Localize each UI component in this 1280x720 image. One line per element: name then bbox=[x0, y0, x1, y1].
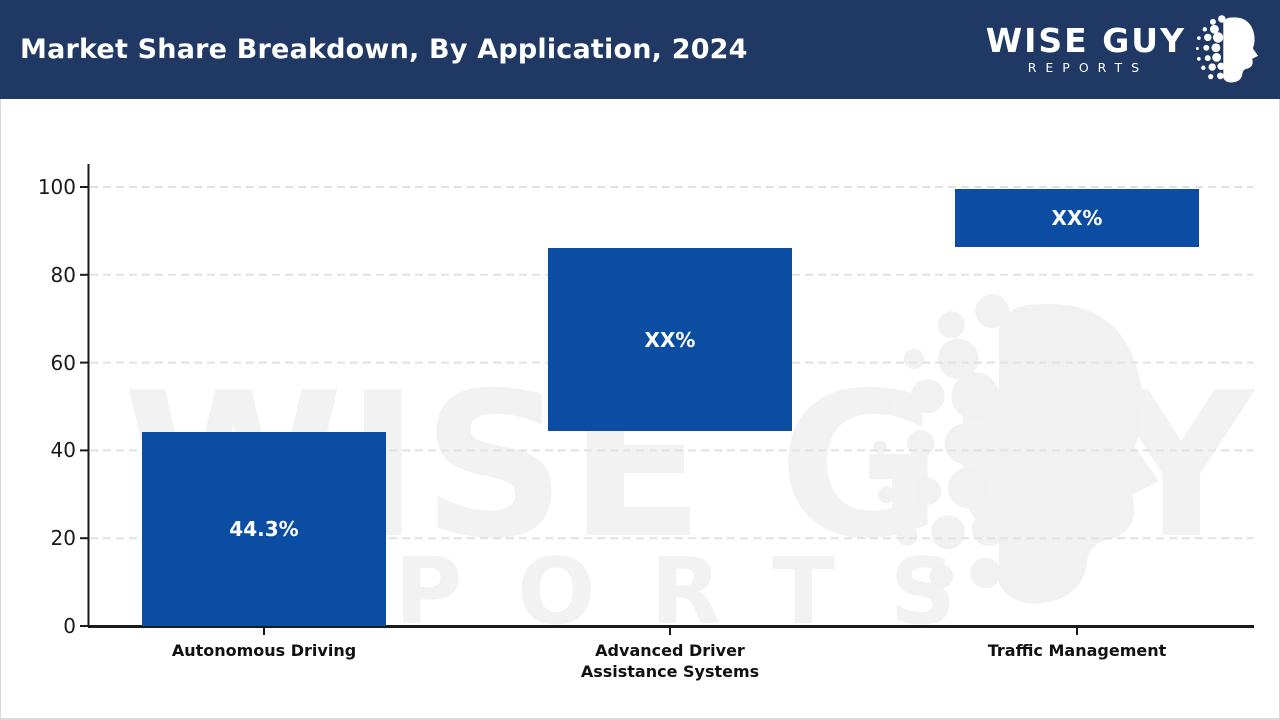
brand-logo: WISE GUY REPORTS bbox=[986, 13, 1280, 87]
x-category-label: Traffic Management bbox=[987, 641, 1167, 660]
bar-segment: XX% bbox=[955, 188, 1199, 248]
brand-name: WISE GUY bbox=[985, 21, 1186, 61]
bar-segment: XX% bbox=[548, 248, 792, 431]
x-category-label: Advanced Driver Assistance Systems bbox=[580, 641, 760, 681]
y-tick-label: 60 bbox=[50, 350, 76, 375]
y-tick-label: 80 bbox=[50, 262, 76, 287]
y-tick-label: 0 bbox=[63, 614, 76, 638]
brand-subname: REPORTS bbox=[1027, 60, 1149, 76]
bar-value-label: 44.3% bbox=[229, 516, 299, 541]
dotted-face-profile-icon bbox=[1195, 14, 1259, 83]
x-category-label: Autonomous Driving bbox=[171, 641, 357, 660]
y-tick-label: 100 bbox=[37, 175, 76, 199]
header-bar: Market Share Breakdown, By Application, … bbox=[0, 0, 1280, 99]
bar-segment: 44.3% bbox=[142, 431, 386, 626]
watermark-face-icon bbox=[873, 294, 1159, 604]
brand-wordmark: WISE GUY REPORTS bbox=[986, 24, 1186, 75]
y-tick-label: 40 bbox=[50, 438, 76, 463]
chart-title: Market Share Breakdown, By Application, … bbox=[20, 34, 748, 65]
bar-value-label: XX% bbox=[1051, 205, 1103, 230]
y-tick-label: 20 bbox=[50, 526, 76, 551]
bar-value-label: XX% bbox=[644, 327, 696, 352]
